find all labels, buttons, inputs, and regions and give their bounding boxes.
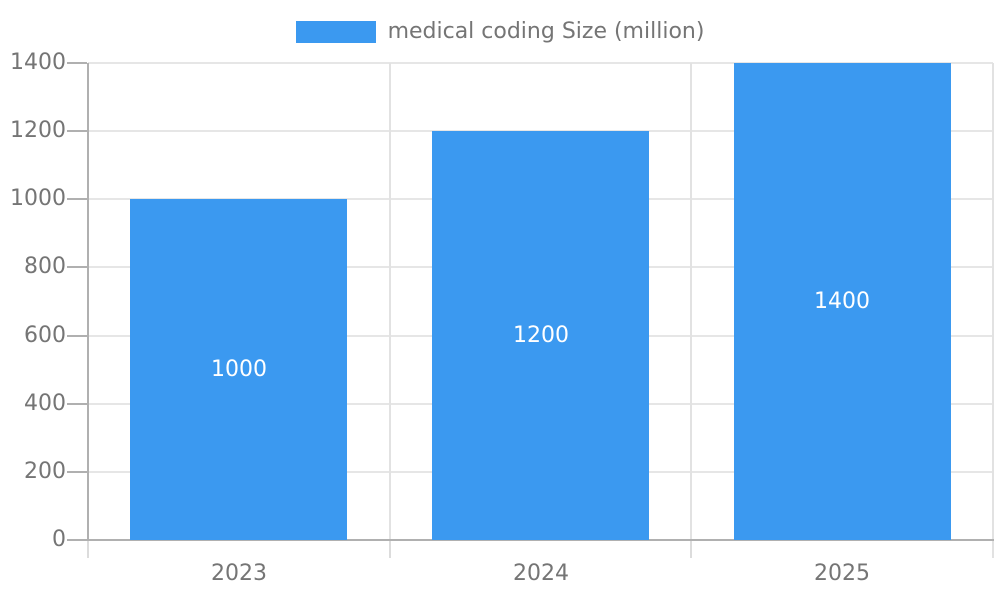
x-axis-label-2023: 2023 (211, 561, 267, 586)
gridline-y-1400 (88, 62, 993, 64)
bar-2025[interactable] (734, 63, 951, 540)
y-axis-line (87, 63, 89, 541)
y-axis-tick (67, 539, 87, 541)
y-axis-tick (67, 335, 87, 337)
legend-label: medical coding Size (million) (387, 19, 705, 44)
bar-2024[interactable] (432, 131, 649, 540)
x-axis-label-2025: 2025 (814, 561, 870, 586)
y-axis-tick (67, 471, 87, 473)
chart-legend[interactable]: medical coding Size (million) (0, 19, 1000, 45)
x-axis-line (87, 539, 994, 541)
bar-2023[interactable] (130, 199, 347, 540)
y-axis-label-1200: 1200 (10, 118, 66, 143)
y-axis-label-0: 0 (52, 527, 66, 552)
x-axis-tick (690, 540, 692, 558)
y-axis-tick (67, 266, 87, 268)
gridline-x-boundary (690, 63, 692, 540)
gridline-x-boundary (389, 63, 391, 540)
y-axis-tick (67, 198, 87, 200)
x-axis-tick (389, 540, 391, 558)
plot-right-edge (992, 63, 994, 558)
y-axis-tick (67, 403, 87, 405)
bar-value-label: 1000 (211, 357, 267, 382)
bar-value-label: 1400 (814, 289, 870, 314)
x-axis-tick (87, 540, 89, 558)
y-axis-label-1000: 1000 (10, 186, 66, 211)
y-axis-label-400: 400 (24, 391, 66, 416)
x-axis-label-2024: 2024 (513, 561, 569, 586)
bar-value-label: 1200 (513, 323, 569, 348)
y-axis-label-600: 600 (24, 323, 66, 348)
y-axis-tick (67, 62, 87, 64)
y-axis-label-800: 800 (24, 254, 66, 279)
legend-swatch (295, 21, 376, 43)
y-axis-label-200: 200 (24, 459, 66, 484)
y-axis-tick (67, 130, 87, 132)
y-axis-label-1400: 1400 (10, 50, 66, 75)
